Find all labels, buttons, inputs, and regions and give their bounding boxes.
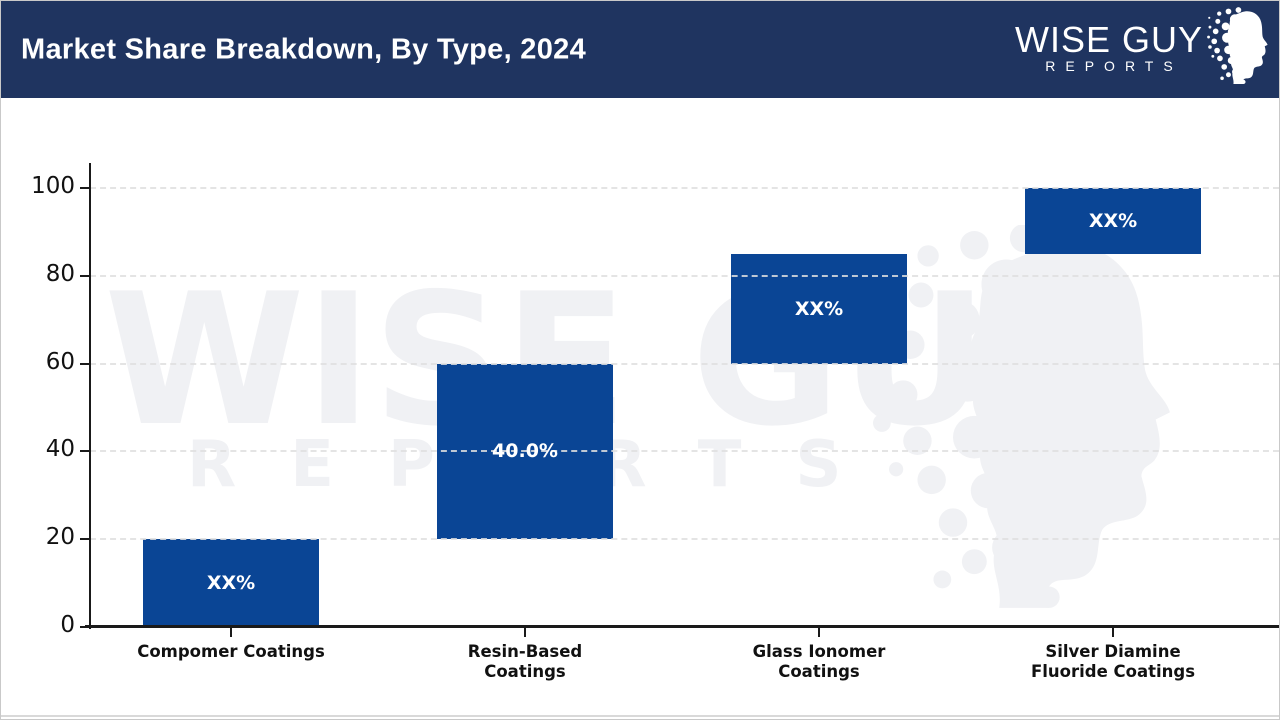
header-bar: Market Share Breakdown, By Type, 2024 WI… [1,1,1279,98]
bar-label: 40.0% [492,440,558,463]
y-tick-label: 60 [45,348,75,375]
grid-line [90,538,1279,541]
x-tick [1112,628,1114,637]
x-tick [818,628,820,637]
bar [1025,188,1201,254]
y-tick-label: 100 [31,173,75,199]
bar-label: XX% [794,297,844,320]
bar-label: XX% [206,572,256,595]
chart-plot-area: WISE GUY REPORTS XX%40.0%XX%XX%020406080… [1,98,1279,719]
y-tick [80,538,90,541]
x-category-label: Compomer Coatings [137,642,325,661]
y-axis-spine [89,163,91,629]
y-tick [80,274,90,277]
x-axis-spine [85,625,1279,628]
x-category-label: Glass Ionomer Coatings [752,642,886,682]
logo-wordmark: WISE GUY [1014,19,1203,61]
wiseguy-logo: WISE GUY REPORTS [1015,7,1269,87]
bar [143,539,319,627]
grid-line [90,362,1279,365]
wiseguy-logo-text: WISE GUY REPORTS [1015,21,1203,73]
y-tick-label: 0 [60,612,75,638]
grid-line [90,450,1279,453]
y-tick [80,362,90,365]
bar [731,253,907,364]
x-tick [230,628,232,637]
y-tick-label: 40 [45,436,75,463]
logo-subtitle: REPORTS [1045,57,1183,74]
bottom-rule [1,715,1279,717]
x-category-label: Resin-Based Coatings [467,642,583,682]
wiseguy-head-icon [1205,7,1269,87]
y-tick [80,187,90,189]
page-title: Market Share Breakdown, By Type, 2024 [21,33,587,65]
bar-label: XX% [1088,209,1138,232]
grid-line [90,274,1279,277]
x-category-label: Silver Diamine Fluoride Coatings [1030,642,1196,682]
y-tick-label: 80 [45,260,75,287]
x-tick [524,628,526,637]
grid-line [90,187,1279,189]
y-tick-label: 20 [45,524,75,551]
y-tick [80,450,90,453]
